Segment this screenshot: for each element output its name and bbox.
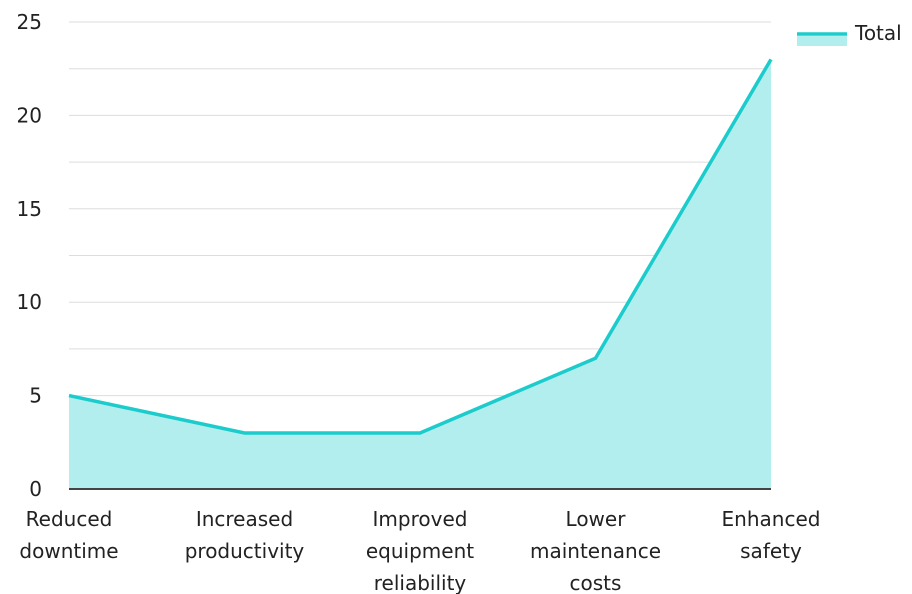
y-tick-label: 25	[17, 10, 42, 34]
gridlines	[69, 21, 771, 443]
x-category-label: Lower maintenance costs	[530, 507, 661, 594]
y-tick-label: 5	[29, 384, 42, 408]
legend: Total	[797, 21, 902, 46]
y-tick-label: 15	[17, 197, 42, 221]
y-tick-label: 20	[17, 103, 42, 127]
legend-label-total: Total	[854, 21, 902, 45]
series-area	[69, 59, 771, 490]
legend-swatch	[797, 36, 847, 46]
x-category-label: Reduced downtime	[19, 507, 118, 563]
area-fill	[69, 59, 771, 490]
series-line	[68, 58, 773, 435]
x-category-label: Enhanced safety	[722, 507, 821, 563]
y-tick-label: 0	[29, 477, 42, 501]
x-category-label: Improved equipment reliability	[366, 507, 474, 594]
y-tick-label: 10	[17, 290, 42, 314]
x-category-label: Increased productivity	[185, 507, 305, 563]
y-axis-ticks: 0 5 10 15 20 25	[17, 10, 42, 501]
x-axis-categories: Reduced downtime Increased productivity Impr…	[19, 507, 820, 594]
